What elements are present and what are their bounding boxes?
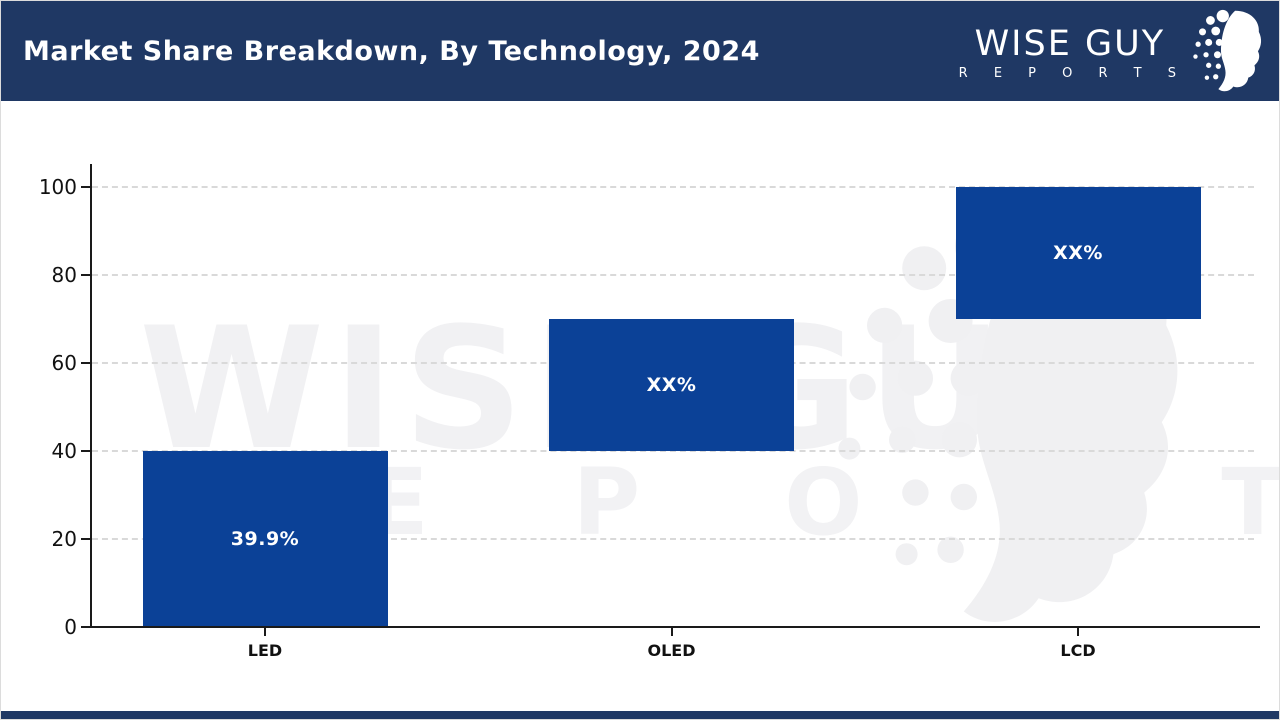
bar-label-LED: 39.9% <box>230 528 300 551</box>
y-tick-label-20: 20 <box>51 526 77 551</box>
y-tick-40 <box>81 449 90 452</box>
y-tick-0 <box>81 626 90 628</box>
y-tick-60 <box>81 361 90 364</box>
bar-OLED: XX% <box>549 318 794 451</box>
logo-subtitle: R E P O R T S <box>958 66 1187 81</box>
y-tick-label-40: 40 <box>51 438 77 463</box>
y-tick-label-80: 80 <box>51 262 77 287</box>
page-title: Market Share Breakdown, By Technology, 2… <box>23 35 760 67</box>
y-axis-line <box>90 164 92 628</box>
gridline-100 <box>92 185 1254 188</box>
x-tick-LCD <box>1077 628 1079 636</box>
watermark-face-icon <box>838 215 1178 622</box>
wiseguy-logo: WISE GUY R E P O R T S <box>953 9 1265 97</box>
bar-LCD: XX% <box>955 186 1201 319</box>
y-tick-label-100: 100 <box>38 174 77 199</box>
gridline-20 <box>92 537 1254 540</box>
x-tick-label-LED: LED <box>247 641 283 660</box>
y-tick-20 <box>81 537 90 540</box>
x-tick-LED <box>264 628 266 636</box>
wiseguy-face-icon <box>1193 9 1262 92</box>
bar-label-LCD: XX% <box>1053 241 1103 264</box>
x-tick-label-LCD: LCD <box>1060 641 1096 660</box>
x-axis-line <box>90 626 1260 628</box>
x-tick-label-OLED: OLED <box>647 641 696 660</box>
y-tick-label-0: 0 <box>64 615 77 639</box>
gridline-40 <box>92 449 1254 452</box>
y-tick-80 <box>81 273 90 276</box>
y-tick-100 <box>81 185 90 188</box>
header-band: Market Share Breakdown, By Technology, 2… <box>1 1 1279 101</box>
gridline-80 <box>92 273 1254 276</box>
footer-band <box>1 711 1279 719</box>
logo-wordmark: WISE GUY <box>974 24 1166 64</box>
x-tick-OLED <box>670 628 673 636</box>
bar-label-OLED: XX% <box>646 373 697 396</box>
wiseguy-logo-text: WISE GUY R E P O R T S <box>953 24 1187 82</box>
y-tick-label-60: 60 <box>51 350 77 375</box>
bar-LED: 39.9% <box>142 451 388 627</box>
